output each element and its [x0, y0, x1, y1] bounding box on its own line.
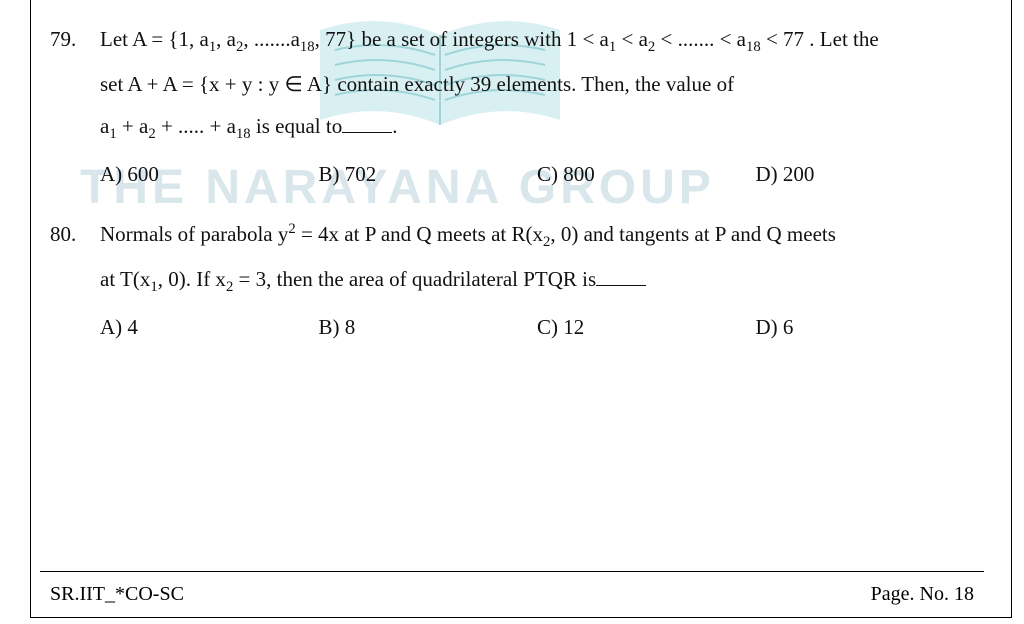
- option-b: B) 8: [319, 306, 538, 348]
- question-79: 79. Let A = {1, a1, a2, .......a18, 77} …: [50, 18, 974, 195]
- question-number: 80.: [50, 213, 100, 348]
- question-body: Normals of parabola y2 = 4x at P and Q m…: [100, 213, 974, 348]
- question-number: 79.: [50, 18, 100, 195]
- q79-line3: a1 + a2 + ..... + a18 is equal to.: [100, 105, 974, 150]
- footer-left: SR.IIT_*CO-SC: [50, 583, 184, 606]
- q79-line2: set A + A = {x + y : y ∈ A} contain exac…: [100, 63, 974, 105]
- option-b: B) 702: [319, 153, 538, 195]
- question-body: Let A = {1, a1, a2, .......a18, 77} be a…: [100, 18, 974, 195]
- content-area: 79. Let A = {1, a1, a2, .......a18, 77} …: [0, 0, 1024, 348]
- option-a: A) 600: [100, 153, 319, 195]
- option-c: C) 12: [537, 306, 756, 348]
- q80-line1: Normals of parabola y2 = 4x at P and Q m…: [100, 213, 974, 258]
- option-d: D) 6: [756, 306, 975, 348]
- footer-right: Page. No. 18: [871, 583, 974, 606]
- q80-options: A) 4 B) 8 C) 12 D) 6: [100, 306, 974, 348]
- footer: SR.IIT_*CO-SC Page. No. 18: [50, 583, 974, 606]
- option-d: D) 200: [756, 153, 975, 195]
- q80-line2: at T(x1, 0). If x2 = 3, then the area of…: [100, 258, 974, 303]
- option-c: C) 800: [537, 153, 756, 195]
- blank-line: [596, 285, 646, 286]
- q79-options: A) 600 B) 702 C) 800 D) 200: [100, 153, 974, 195]
- q79-line1: Let A = {1, a1, a2, .......a18, 77} be a…: [100, 18, 974, 63]
- question-80: 80. Normals of parabola y2 = 4x at P and…: [50, 213, 974, 348]
- footer-divider: [40, 571, 984, 572]
- blank-line: [342, 132, 392, 133]
- option-a: A) 4: [100, 306, 319, 348]
